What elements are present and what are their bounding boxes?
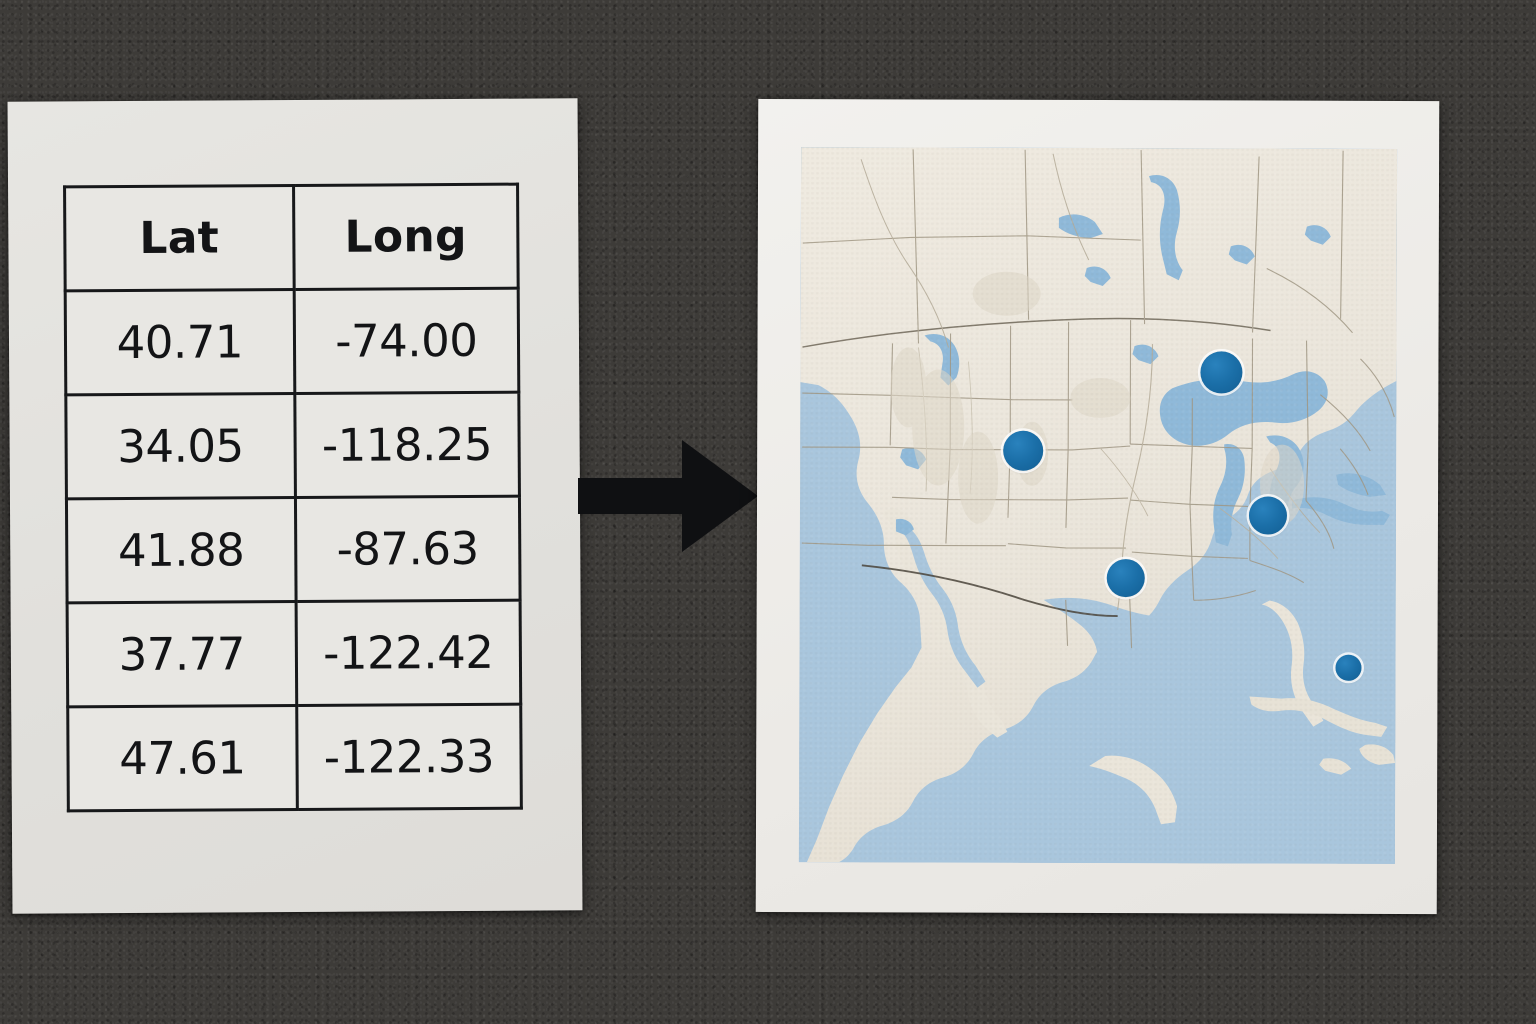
- lake-ontario: [1336, 473, 1387, 497]
- arrow-right-icon: [578, 440, 758, 552]
- cell-lat: 40.71: [65, 289, 295, 395]
- table-header-row: Lat Long: [64, 184, 519, 291]
- map-marker-denver[interactable]: [1003, 430, 1044, 471]
- table-row: 40.71 -74.00: [65, 288, 519, 395]
- cell-lat: 47.61: [67, 705, 298, 811]
- hispaniola: [1359, 744, 1396, 765]
- florida-peninsula: [1261, 600, 1324, 727]
- cell-lat: 41.88: [66, 497, 296, 603]
- cell-long: -87.63: [295, 496, 521, 602]
- small-western-lake: [895, 518, 914, 536]
- table-row: 47.61 -122.33: [67, 704, 522, 811]
- table-row: 41.88 -87.63: [66, 496, 521, 603]
- north-america-map: [798, 147, 1398, 864]
- cell-long: -122.42: [295, 600, 521, 706]
- cuba: [1249, 696, 1388, 737]
- coordinate-table: Lat Long 40.71 -74.00 34.05 -118.25 41.8…: [63, 183, 523, 813]
- small-lake-north-3: [1304, 225, 1331, 245]
- cell-long: -74.00: [293, 288, 519, 394]
- cell-long: -118.25: [294, 392, 520, 498]
- gulf-of-mexico: [977, 597, 1296, 832]
- map-marker-dallas[interactable]: [1106, 559, 1145, 598]
- lake-erie: [1291, 497, 1390, 525]
- coordinate-table-card: Lat Long 40.71 -74.00 34.05 -118.25 41.8…: [7, 98, 583, 914]
- lake-michigan: [1213, 444, 1245, 547]
- atlantic-ocean: [1012, 386, 1397, 864]
- table-row: 37.77 -122.42: [67, 600, 521, 707]
- small-island: [1319, 758, 1352, 775]
- map-marker-atlanta[interactable]: [1248, 496, 1288, 535]
- gulf-of-california: [897, 525, 986, 688]
- cell-lat: 37.77: [67, 601, 297, 707]
- map-marker-chicago[interactable]: [1200, 351, 1243, 394]
- lake-athabasca: [1058, 214, 1103, 238]
- cell-lat: 34.05: [65, 393, 296, 499]
- cell-long: -122.33: [296, 704, 522, 810]
- table-row: 34.05 -118.25: [65, 392, 520, 499]
- column-header-long: Long: [293, 184, 519, 290]
- lake-superior: [1159, 371, 1328, 446]
- pacific-ocean: [798, 382, 922, 863]
- landmass-north-america: [798, 147, 1398, 863]
- map-card: [755, 98, 1440, 915]
- small-lake-north-1: [1084, 266, 1111, 287]
- map-marker-caribbean[interactable]: [1335, 654, 1362, 681]
- column-header-lat: Lat: [64, 185, 294, 291]
- lake-winnipeg: [1149, 175, 1183, 281]
- small-lake-north-2: [1228, 244, 1255, 265]
- map-viewport[interactable]: [798, 147, 1398, 864]
- yucatan: [1089, 755, 1178, 825]
